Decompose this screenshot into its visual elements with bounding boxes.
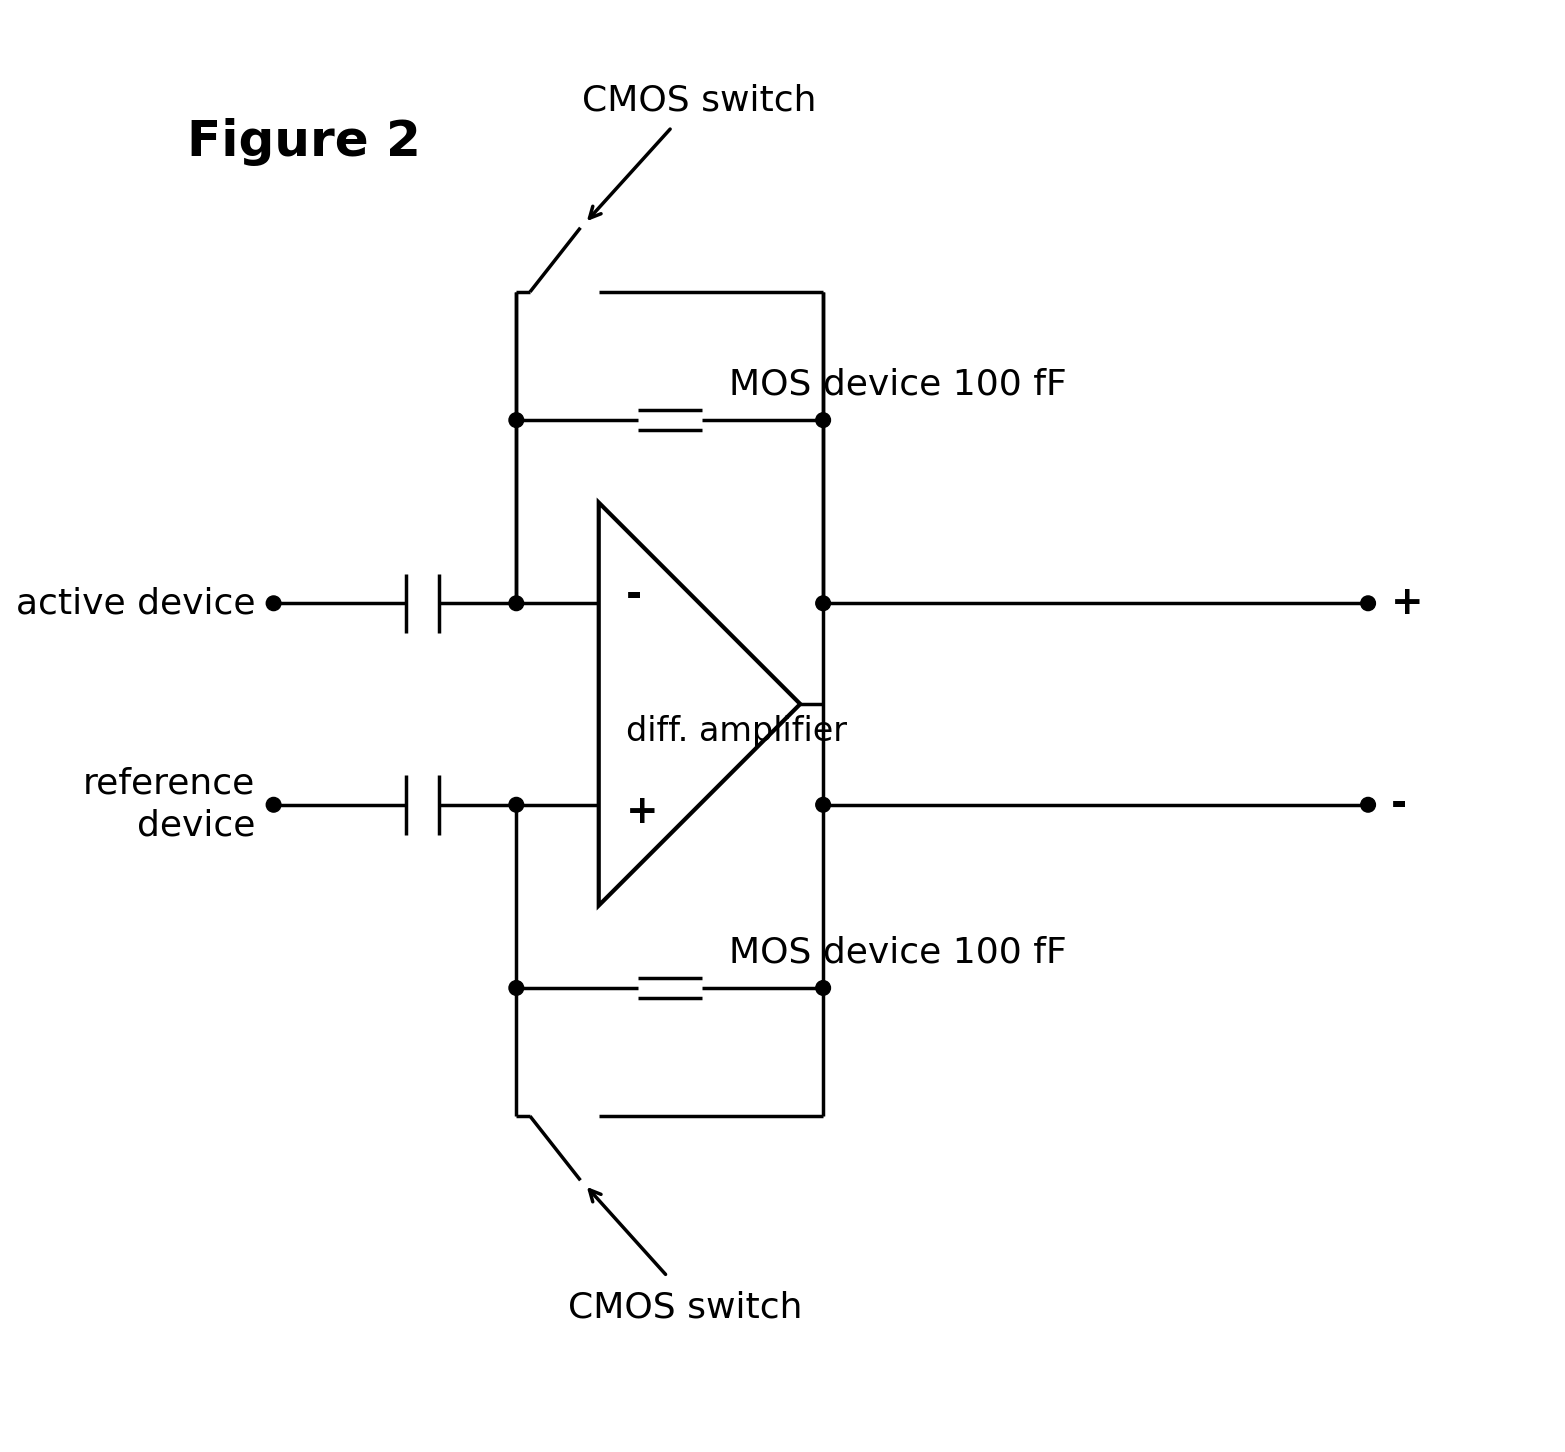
Circle shape — [815, 412, 831, 427]
Text: +: + — [1391, 584, 1424, 623]
Text: CMOS switch: CMOS switch — [568, 1291, 803, 1324]
Circle shape — [1360, 595, 1376, 611]
Circle shape — [815, 797, 831, 812]
Text: active device: active device — [16, 587, 255, 620]
Text: MOS device 100 fF: MOS device 100 fF — [729, 367, 1067, 402]
Circle shape — [1360, 797, 1376, 812]
Text: +: + — [626, 793, 659, 831]
Text: -: - — [626, 576, 642, 616]
Circle shape — [815, 595, 831, 611]
Circle shape — [509, 595, 524, 611]
Circle shape — [509, 980, 524, 995]
Circle shape — [509, 412, 524, 427]
Circle shape — [266, 797, 282, 812]
Circle shape — [815, 980, 831, 995]
Text: MOS device 100 fF: MOS device 100 fF — [729, 935, 1067, 970]
Text: reference
device: reference device — [83, 767, 255, 842]
Text: diff. amplifier: diff. amplifier — [626, 714, 847, 748]
Text: CMOS switch: CMOS switch — [582, 84, 817, 118]
Circle shape — [266, 595, 282, 611]
Text: -: - — [1391, 786, 1407, 823]
Circle shape — [509, 797, 524, 812]
Text: Figure 2: Figure 2 — [186, 118, 421, 166]
